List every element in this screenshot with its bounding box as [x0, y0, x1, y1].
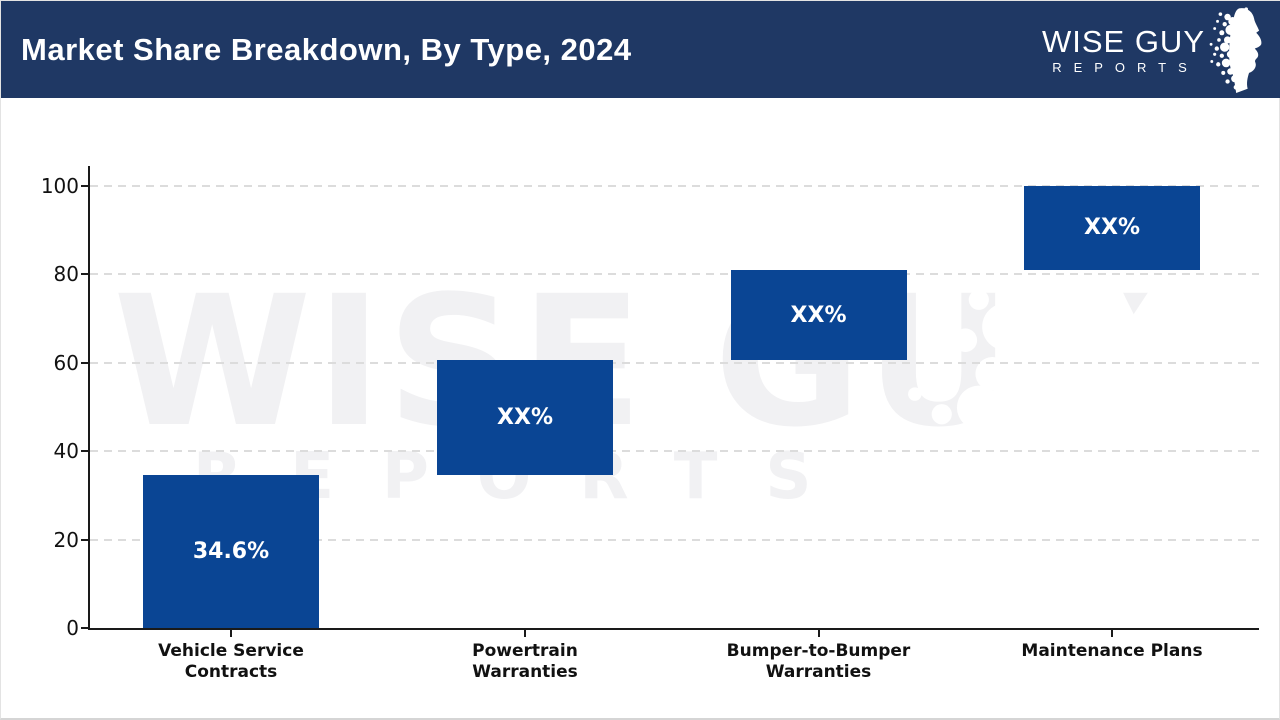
gridline-80: [90, 273, 1259, 276]
y-axis-tickmark: [81, 361, 89, 364]
chart-title: Market Share Breakdown, By Type, 2024: [21, 31, 632, 67]
gridline-100: [90, 185, 1259, 187]
bar-value-label: XX%: [790, 302, 847, 328]
y-axis-tick-label: 60: [53, 350, 79, 375]
x-axis-tickmark: [230, 630, 232, 637]
bar-value-label: XX%: [497, 405, 553, 431]
x-axis-tickmark: [817, 630, 820, 637]
y-axis-tickmark: [81, 185, 89, 187]
y-axis-tick-label: 40: [53, 439, 79, 464]
y-axis-tickmark: [81, 450, 89, 453]
bar-segment: XX%: [730, 269, 907, 361]
y-axis-tick-label: 0: [66, 616, 79, 640]
x-axis-line: [88, 628, 1259, 630]
x-axis-category-label: Vehicle Service Contracts: [158, 641, 304, 682]
bar-value-label: XX%: [1084, 215, 1140, 241]
brand-wordmark: WISE GUY REPORTS: [1042, 26, 1205, 74]
y-axis-tick-label: 100: [40, 174, 79, 198]
y-axis-tickmark: [81, 538, 89, 541]
brand-subname: REPORTS: [1052, 59, 1199, 75]
x-axis-tickmark: [1111, 630, 1113, 637]
y-axis-line: [88, 166, 90, 630]
header-bar: Market Share Breakdown, By Type, 2024 WI…: [1, 1, 1280, 98]
bar-value-label: 34.6%: [192, 539, 270, 565]
gridline-20: [90, 538, 1259, 541]
bar-segment: XX%: [1024, 186, 1200, 270]
x-axis-category-label: Bumper-to-Bumper Warranties: [726, 641, 911, 682]
y-axis-tickmark: [81, 273, 89, 276]
x-axis-category-label: Maintenance Plans: [1021, 641, 1203, 661]
y-axis-tickmark: [81, 627, 89, 629]
x-axis-tickmark: [524, 630, 526, 637]
x-axis-category-label: Powertrain Warranties: [472, 641, 578, 682]
bar-segment: XX%: [437, 360, 613, 476]
gridline-60: [90, 361, 1259, 364]
brand-head-icon: [1209, 6, 1262, 93]
gridline-40: [90, 450, 1259, 453]
y-axis-tick-label: 80: [53, 262, 79, 287]
bar-segment: 34.6%: [143, 475, 319, 628]
y-axis-tick-label: 20: [53, 527, 79, 552]
brand-name: WISE GUY: [1041, 23, 1205, 59]
brand-logo: WISE GUY REPORTS: [1042, 6, 1267, 93]
